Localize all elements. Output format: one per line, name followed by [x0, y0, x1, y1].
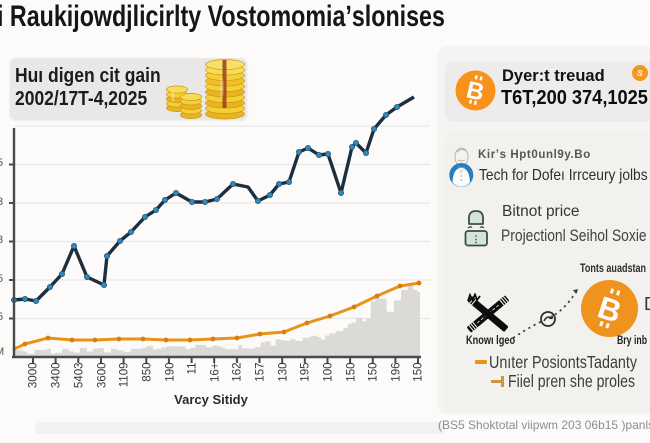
svg-text:⋮: ⋮: [472, 234, 481, 244]
svg-text:B: B: [464, 76, 487, 106]
